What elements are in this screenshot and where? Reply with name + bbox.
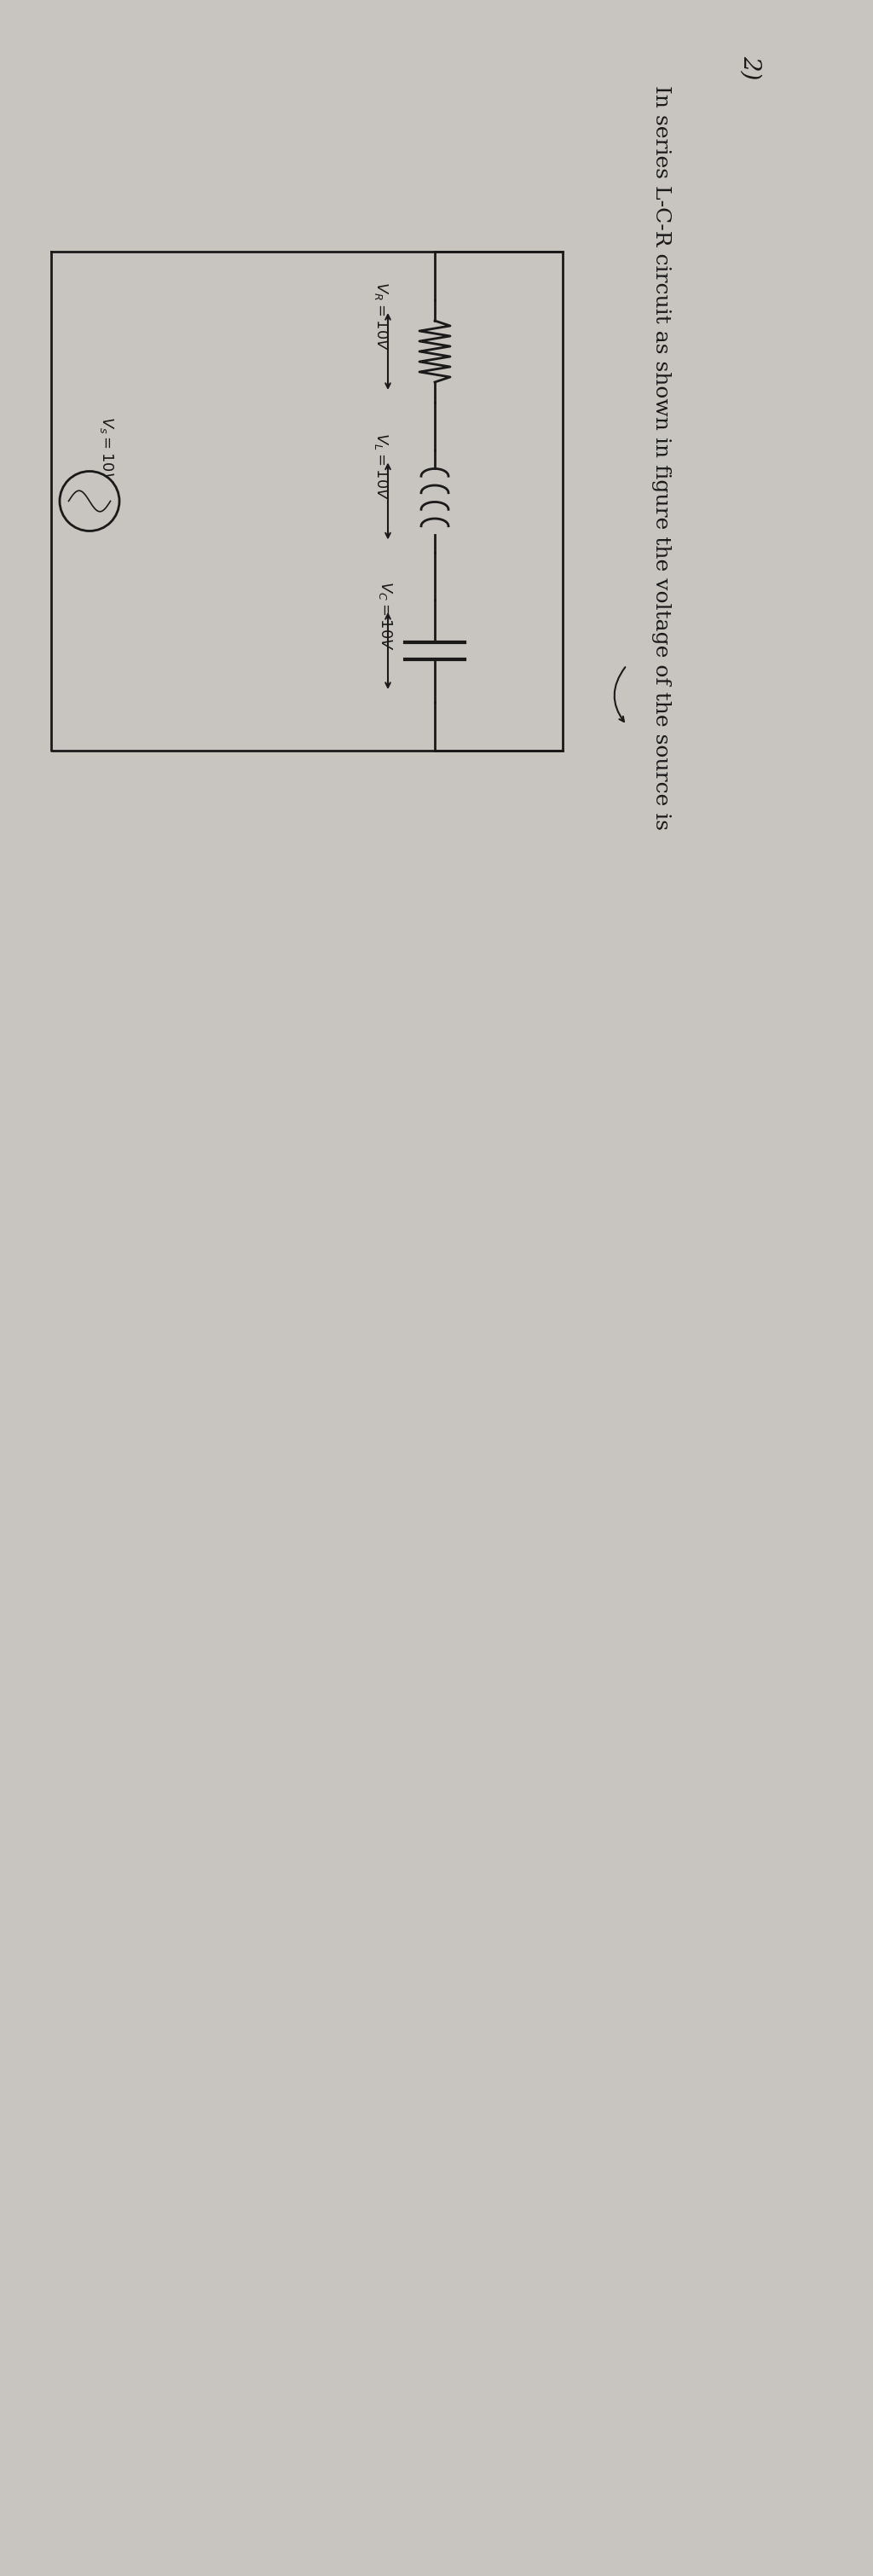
Text: In series L-C-R circuit as shown in figure the voltage of the source is: In series L-C-R circuit as shown in figu… <box>651 85 670 829</box>
Text: $V_s = 10V$: $V_s = 10V$ <box>98 417 115 484</box>
Text: $V_L = 10V$: $V_L = 10V$ <box>373 433 389 502</box>
Text: $V_R = 10V$: $V_R = 10V$ <box>373 281 389 350</box>
Text: 2): 2) <box>739 57 762 80</box>
Circle shape <box>59 471 120 531</box>
Text: $V_C = 10V$: $V_C = 10V$ <box>377 582 394 652</box>
